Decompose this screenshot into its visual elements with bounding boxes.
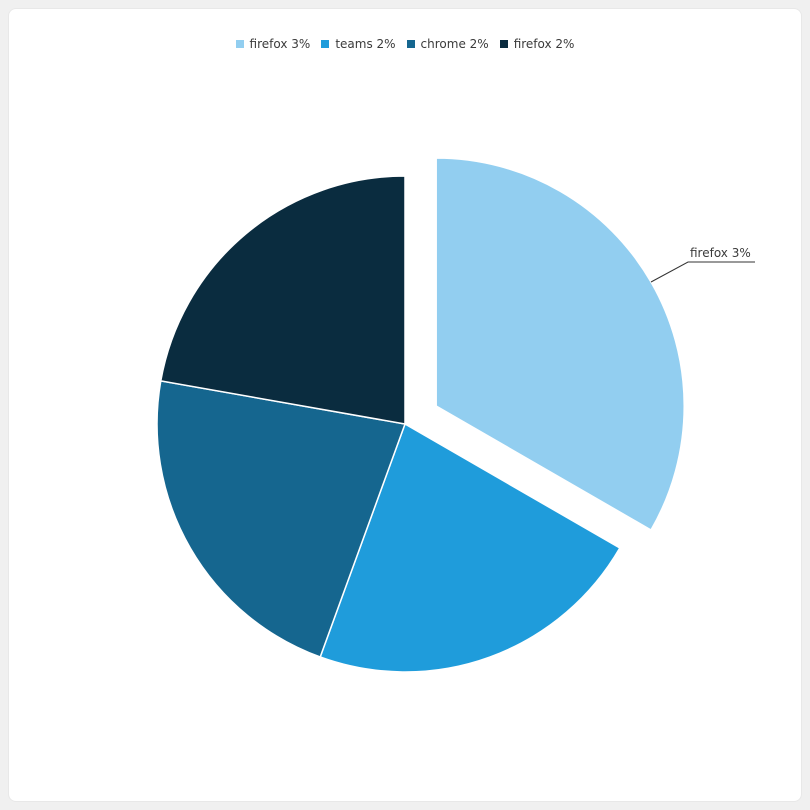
- legend-marker: [406, 40, 415, 48]
- pie-slice-firefox-2[interactable]: [160, 175, 406, 425]
- legend-label: firefox 3%: [249, 37, 311, 51]
- legend-marker: [499, 40, 508, 48]
- legend-marker: [235, 40, 244, 48]
- pie-slice-firefox-3[interactable]: [435, 157, 685, 531]
- pie-slice-teams-2[interactable]: [319, 423, 621, 673]
- slice-callout-label: firefox 3%: [690, 246, 751, 260]
- callout-leader-line: [650, 261, 755, 283]
- legend-item-firefox-2[interactable]: firefox 2%: [499, 37, 575, 51]
- legend-label: teams 2%: [335, 37, 396, 51]
- legend-item-firefox-3[interactable]: firefox 3%: [235, 37, 311, 51]
- legend-label: firefox 2%: [513, 37, 575, 51]
- legend-label: chrome 2%: [420, 37, 489, 51]
- legend-item-teams-2[interactable]: teams 2%: [321, 37, 396, 51]
- legend-marker: [321, 40, 330, 48]
- legend-item-chrome-2[interactable]: chrome 2%: [406, 37, 489, 51]
- pie-slice-chrome-2[interactable]: [156, 380, 406, 658]
- pie-slices-group: [156, 157, 685, 673]
- chart-legend: firefox 3% teams 2% chrome 2% firefox 2%: [0, 38, 810, 50]
